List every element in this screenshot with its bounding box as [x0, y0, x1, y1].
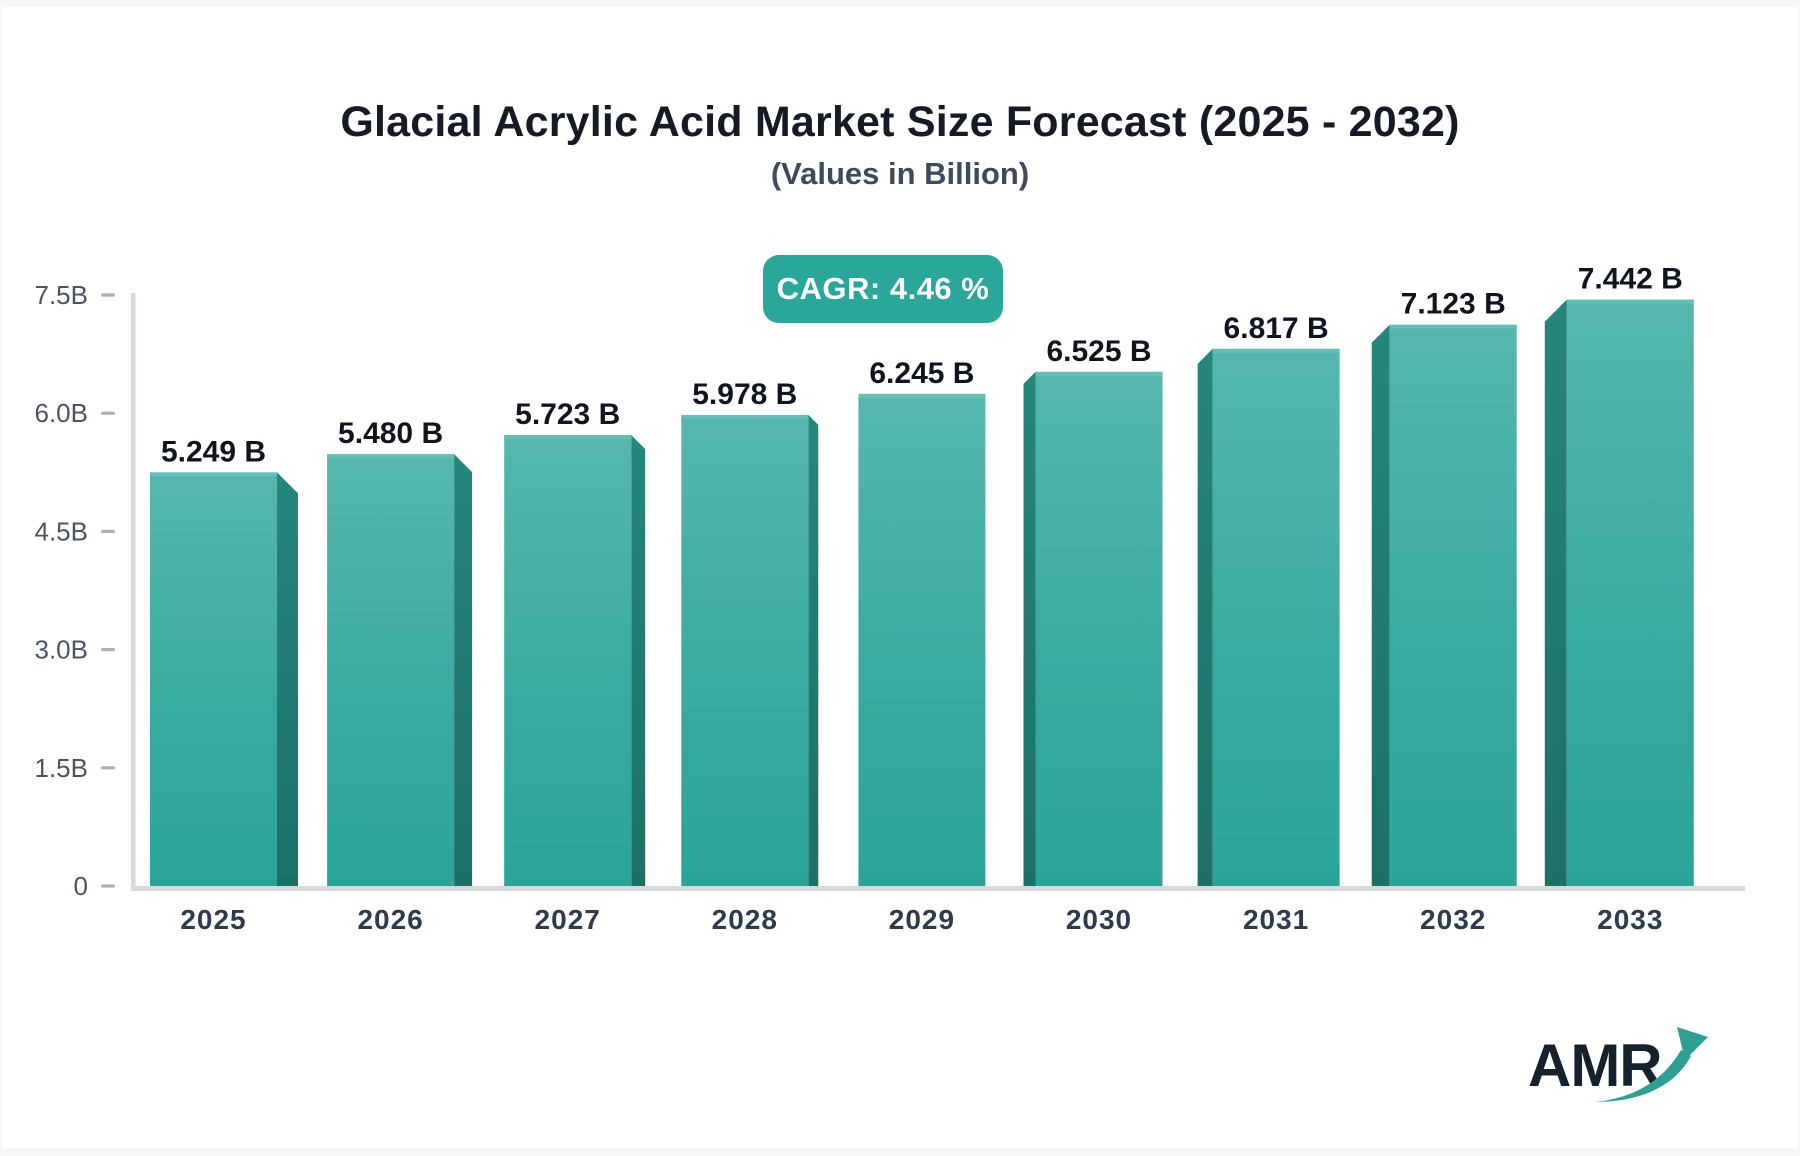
bar-side-face [277, 472, 298, 886]
bar-value-label: 5.249 B [161, 435, 266, 468]
bar-2028: 5.978 B 2028 [681, 378, 819, 935]
bar-front-face [681, 414, 809, 886]
amr-logo-text: AMR [1528, 1032, 1662, 1099]
bar-value-label: 6.525 B [1046, 335, 1151, 368]
bar-value-label: 6.817 B [1224, 312, 1329, 345]
bar-top-highlight [150, 472, 277, 477]
bar-side-face [1023, 371, 1036, 887]
bar-value-label: 5.480 B [338, 417, 443, 450]
x-tick-label-2030: 2030 [1066, 904, 1132, 935]
bar-front-face [504, 435, 632, 886]
bar-value-label: 5.723 B [515, 398, 620, 431]
bar-side-face [1371, 324, 1390, 886]
x-tick-label-2033: 2033 [1597, 904, 1663, 935]
bar-2029: 6.245 B 2029 [858, 357, 986, 935]
bar-2031: 6.817 B 2031 [1197, 312, 1340, 935]
y-tick-label: 3.0B [35, 635, 89, 665]
bar-2026: 5.480 B 2026 [327, 417, 473, 935]
bar-front-face [1035, 371, 1163, 887]
y-tick-label: 6.0B [35, 398, 89, 428]
y-tick-label: 0 [74, 871, 88, 901]
y-tick [101, 766, 115, 770]
bar-top-highlight [327, 454, 455, 459]
y-tick-label: 1.5B [35, 753, 89, 783]
bar-side-face [1544, 299, 1567, 886]
x-axis-line [131, 886, 1745, 891]
cagr-badge-label: CAGR: 4.46 % [776, 271, 990, 306]
x-tick-label-2025: 2025 [180, 904, 246, 935]
y-tick-label: 4.5B [35, 516, 89, 546]
bar-side-face [631, 435, 646, 886]
trend-up-arrow-icon [1595, 1027, 1708, 1102]
bar-top-highlight [1035, 371, 1163, 376]
y-tick [101, 293, 115, 297]
bar-value-label: 6.245 B [869, 357, 974, 390]
amr-logo: AMR [1528, 1027, 1708, 1102]
bar-side-face [1197, 348, 1213, 886]
x-tick-label-2026: 2026 [357, 904, 423, 935]
bar-top-highlight [1566, 299, 1694, 304]
cagr-badge: CAGR: 4.46 % [763, 255, 1003, 323]
bar-front-face [1566, 299, 1694, 886]
y-tick [101, 529, 115, 533]
bar-2027: 5.723 B 2027 [504, 398, 646, 935]
x-tick-label-2027: 2027 [535, 904, 601, 935]
bar-value-label: 5.978 B [692, 378, 797, 411]
bar-side-face [808, 414, 819, 886]
y-tick [101, 411, 115, 415]
y-tick [101, 884, 115, 888]
x-tick-label-2029: 2029 [889, 904, 955, 935]
bar-2032: 7.123 B 2032 [1371, 288, 1517, 935]
bar-value-label: 7.123 B [1401, 288, 1506, 321]
chart-title: Glacial Acrylic Acid Market Size Forecas… [340, 98, 1460, 146]
bar-value-label: 7.442 B [1578, 263, 1683, 296]
bar-side-face [454, 454, 473, 886]
bar-2033: 7.442 B 2033 [1544, 263, 1694, 935]
bar-top-highlight [1389, 324, 1517, 329]
chart-subtitle: (Values in Billion) [770, 156, 1030, 191]
bar-top-highlight [681, 414, 809, 419]
bar-2030: 6.525 B 2030 [1023, 335, 1163, 935]
bar-2025: 5.249 B 2025 [150, 435, 298, 935]
bar-top-highlight [1212, 348, 1340, 353]
x-tick-label-2031: 2031 [1243, 904, 1309, 935]
x-tick-label-2028: 2028 [712, 904, 778, 935]
y-tick-label: 7.5B [35, 280, 89, 310]
bar-front-face [858, 393, 986, 886]
bar-top-highlight [858, 393, 986, 398]
bar-top-highlight [504, 435, 632, 440]
bar-front-face [150, 472, 277, 886]
bar-front-face [1389, 324, 1517, 886]
y-axis-line [131, 293, 136, 891]
y-tick [101, 648, 115, 652]
bar-front-face [1212, 348, 1340, 886]
bar-front-face [327, 454, 455, 886]
x-tick-label-2032: 2032 [1420, 904, 1486, 935]
